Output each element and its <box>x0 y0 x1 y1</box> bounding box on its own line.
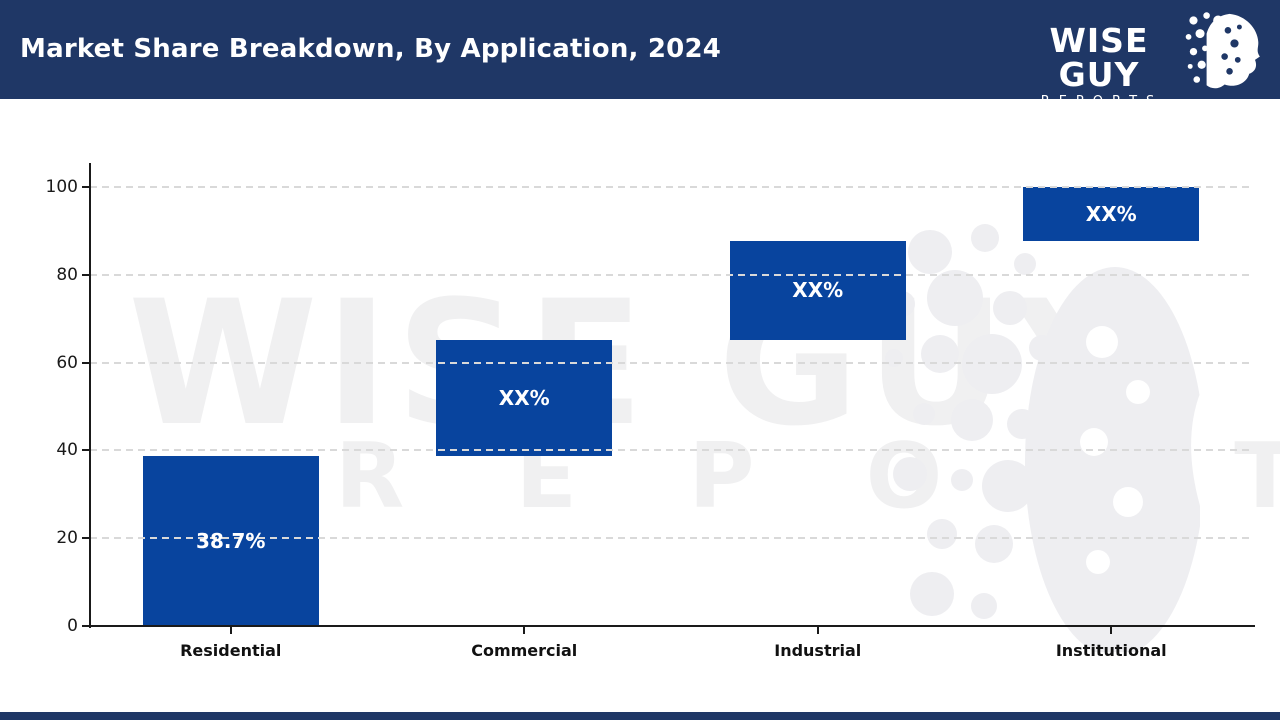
y-axis-tick <box>82 186 89 188</box>
footer-bar <box>0 712 1280 720</box>
gridline <box>90 449 1250 452</box>
plot-area: 0 20 40 60 80 100 38.7% Residential XX% Commercia… <box>0 99 1280 712</box>
x-axis-category-label: Commercial <box>471 641 578 660</box>
bar-value-label: XX% <box>792 278 844 303</box>
x-axis-category-label: Institutional <box>1055 641 1167 660</box>
x-axis-category-label: Industrial <box>774 641 862 660</box>
bar-value-label: XX% <box>1085 201 1137 226</box>
y-axis-tick-label: 0 <box>67 616 78 636</box>
gridline <box>90 186 1250 188</box>
x-axis-tick <box>523 627 526 634</box>
brand-head-icon <box>1185 12 1260 89</box>
x-axis-category-label: Residential <box>180 641 282 660</box>
brand-subtitle: REPORTS <box>1040 94 1164 109</box>
bar-industrial <box>730 241 906 340</box>
gridline <box>90 361 1250 364</box>
bar-value-label: XX% <box>498 385 550 410</box>
y-axis-tick <box>82 361 89 364</box>
bar-institutional <box>1023 187 1199 241</box>
x-axis-tick <box>229 627 232 634</box>
brand-logo: WISE GUY REPORTS <box>1014 8 1264 109</box>
bar-value-label: 38.7% <box>196 529 266 554</box>
y-axis-tick-label: 80 <box>56 264 78 285</box>
page-title: Market Share Breakdown, By Application, … <box>20 34 722 64</box>
gridline <box>90 273 1250 276</box>
y-axis-tick <box>82 449 89 452</box>
bar-residential <box>143 456 319 626</box>
brand-logo-text: WISE GUY REPORTS <box>1014 21 1184 110</box>
y-axis-tick-label: 60 <box>56 352 78 373</box>
bar-commercial <box>436 340 612 456</box>
x-axis-spine <box>88 625 1255 627</box>
header-bar: Market Share Breakdown, By Application, … <box>0 0 1280 109</box>
y-axis-tick <box>82 625 89 627</box>
y-axis-spine <box>89 163 91 628</box>
brand-name: WISE GUY <box>1049 21 1149 94</box>
y-axis-tick-label: 100 <box>45 177 78 197</box>
watermark-head-icon <box>885 224 1200 652</box>
x-axis-tick <box>1110 627 1113 634</box>
y-axis-tick <box>82 273 89 276</box>
x-axis-tick <box>816 627 819 634</box>
gridline <box>90 537 1250 540</box>
y-axis-tick <box>82 537 89 540</box>
y-axis-tick-label: 20 <box>56 528 78 549</box>
y-axis-tick-label: 40 <box>56 440 78 461</box>
